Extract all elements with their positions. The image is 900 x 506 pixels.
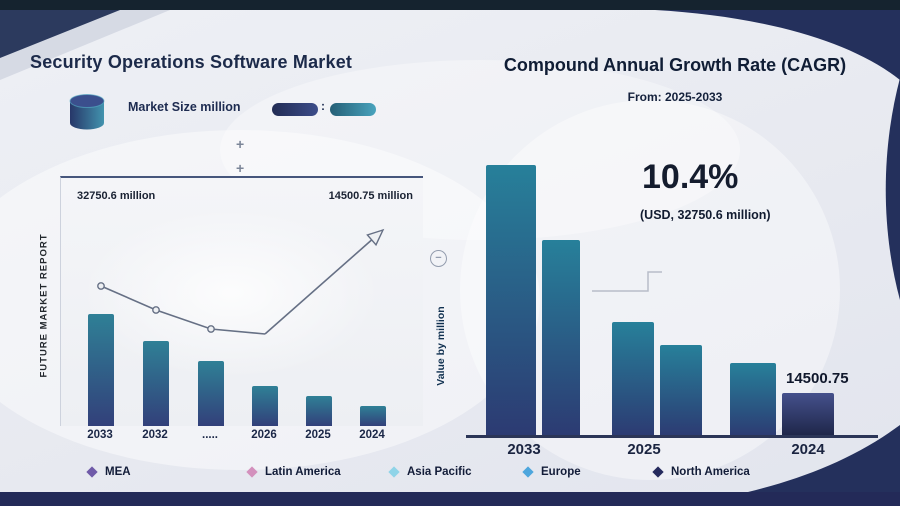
right-year-label-2033: 2033 [507,441,541,458]
right-bar-2024-market-size-high [730,363,776,437]
legend-diamond-icon [522,466,534,478]
min-value-annotation: 14500.75 million [328,190,413,202]
end-value-annotation: 14500.75 [786,370,849,387]
legend-diamond-icon [246,466,258,478]
right-year-label-2024: 2024 [791,441,825,458]
legend-label: MEA [105,466,131,478]
left-xlabel-2025: 2025 [305,429,331,441]
legend-label: Asia Pacific [407,466,472,478]
plus-mark-bottom: + [236,160,245,176]
legend-label: Latin America [265,466,341,478]
bottom-border-band [0,492,900,506]
left-chart-panel: 32750.6 million 14500.75 million [60,176,423,426]
left-xlabel-.....: ..... [202,429,218,441]
vertical-watermark: FUTURE MARKET REPORT [38,233,50,378]
decorative-pill-navy [272,103,318,116]
left-bar-..... [198,360,224,426]
left-xlabel-2032: 2032 [142,429,168,441]
value-axis-label: Value by million [435,306,447,386]
plus-mark-top: + [236,136,245,152]
bottom-legend: MEA Latin America Asia Pacific Europe North … [0,466,900,486]
right-title: Compound Annual Growth Rate (CAGR) [503,55,847,75]
left-bar-2024 [360,406,386,426]
left-bar-2033 [88,314,114,426]
left-chart-bars [61,178,423,426]
panel-highlight-blob [81,208,381,378]
legend-label: North America [671,466,750,478]
left-chart-xlabels: 2033 2032..... 2026 2025 2024 [60,429,422,445]
right-bar-2024-market-size-low [782,393,834,437]
trend-arrow [97,228,385,335]
legend-diamond-icon [652,466,664,478]
database-cylinder-icon [69,94,105,130]
left-bar-2032 [143,340,169,426]
right-bar-2033-market-size-high [486,165,536,437]
left-xlabel-2024: 2024 [359,429,385,441]
right-year-label-2025: 2025 [627,441,661,458]
right-chart-axis [466,435,878,438]
market-size-legend-label: Market Size million [128,100,241,114]
cagr-detail: (USD, 32750.6 million) [640,208,771,222]
legend-label: Europe [541,466,581,478]
decorative-pill-teal [330,103,376,116]
right-bar-2025-market-size-high [612,321,654,437]
legend-diamond-icon [86,466,98,478]
left-bar-2025 [306,395,332,426]
left-xlabel-2033: 2033 [87,429,113,441]
right-bar-2025-market-size-low [660,344,702,437]
legend-item-north-america: North America [652,466,750,478]
legend-item-mea: MEA [86,466,131,478]
legend-item-europe: Europe [522,466,581,478]
left-xlabel-2026: 2026 [251,429,277,441]
right-bar-2033-market-size-low [542,240,580,437]
legend-item-latin-america: Latin America [246,466,341,478]
right-chart-bars [478,160,876,437]
max-value-annotation: 32750.6 million [77,190,156,202]
left-title: Security Operations Software Market [30,52,353,72]
cagr-percentage: 10.4% [642,158,739,196]
legend-diamond-icon [388,466,400,478]
pill-colon: : [321,99,325,113]
right-subtitle: From: 2025-2033 [627,90,723,104]
legend-item-asia-pacific: Asia Pacific [388,466,472,478]
minus-circle-icon: − [430,250,447,267]
top-border-band [0,0,900,10]
left-bar-2026 [252,385,278,426]
